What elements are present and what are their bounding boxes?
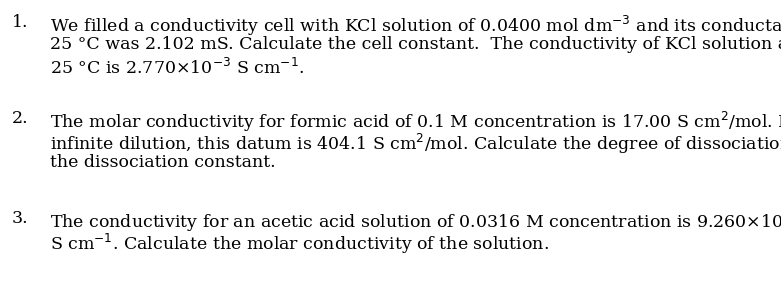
Text: 2.: 2. <box>12 110 29 127</box>
Text: The molar conductivity for formic acid of 0.1 M concentration is 17.00 S cm$^{2}: The molar conductivity for formic acid o… <box>50 110 781 134</box>
Text: 3.: 3. <box>12 210 29 227</box>
Text: The conductivity for an acetic acid solution of 0.0316 M concentration is 9.260×: The conductivity for an acetic acid solu… <box>50 210 781 234</box>
Text: 25 °C was 2.102 mS. Calculate the cell constant.  The conductivity of KCl soluti: 25 °C was 2.102 mS. Calculate the cell c… <box>50 36 781 53</box>
Text: 1.: 1. <box>12 14 28 31</box>
Text: the dissociation constant.: the dissociation constant. <box>50 154 276 171</box>
Text: S cm$^{-1}$. Calculate the molar conductivity of the solution.: S cm$^{-1}$. Calculate the molar conduct… <box>50 232 549 256</box>
Text: We filled a conductivity cell with KCl solution of 0.0400 mol dm$^{-3}$ and its : We filled a conductivity cell with KCl s… <box>50 14 781 38</box>
Text: infinite dilution, this datum is 404.1 S cm$^{2}$/mol. Calculate the degree of d: infinite dilution, this datum is 404.1 S… <box>50 132 781 156</box>
Text: 25 °C is 2.770×10$^{-3}$ S cm$^{-1}$.: 25 °C is 2.770×10$^{-3}$ S cm$^{-1}$. <box>50 58 304 78</box>
